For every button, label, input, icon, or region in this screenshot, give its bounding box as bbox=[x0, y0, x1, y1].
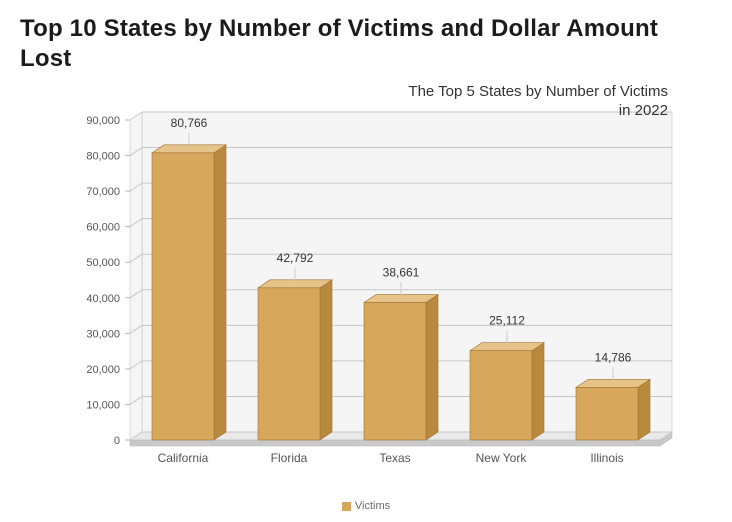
bar-value-label: 80,766 bbox=[171, 116, 208, 130]
y-tick-label: 50,000 bbox=[86, 257, 120, 269]
bar-top bbox=[576, 379, 650, 387]
category-label: Florida bbox=[271, 451, 308, 465]
y-tick-label: 80,000 bbox=[86, 151, 120, 163]
bar-side bbox=[320, 280, 332, 440]
page: Top 10 States by Number of Victims and D… bbox=[0, 0, 732, 522]
bar-front bbox=[258, 288, 320, 440]
y-tick-label: 20,000 bbox=[86, 364, 120, 376]
bar-side bbox=[214, 145, 226, 440]
bar-side bbox=[532, 343, 544, 440]
bar-top bbox=[258, 280, 332, 288]
legend-label: Victims bbox=[355, 500, 390, 512]
page-title: Top 10 States by Number of Victims and D… bbox=[20, 14, 712, 74]
bar-value-label: 14,786 bbox=[595, 350, 632, 364]
chart-subtitle-line2: in 2022 bbox=[619, 102, 668, 119]
chart-side-wall bbox=[130, 112, 142, 440]
y-tick-label: 40,000 bbox=[86, 293, 120, 305]
bar-side bbox=[638, 379, 650, 440]
bar-top bbox=[364, 295, 438, 303]
y-tick-label: 0 bbox=[114, 435, 120, 447]
y-tick-label: 60,000 bbox=[86, 222, 120, 234]
category-label: New York bbox=[476, 451, 528, 465]
bar-value-label: 42,792 bbox=[277, 251, 314, 265]
victims-bar-chart: 0 10,000 20,000 30,000 40,000 50,000 60,000 70,… bbox=[20, 80, 712, 510]
category-label: California bbox=[158, 451, 209, 465]
legend-swatch bbox=[342, 502, 351, 511]
bar-top bbox=[152, 145, 226, 153]
y-tick-label: 70,000 bbox=[86, 186, 120, 198]
y-tick-label: 30,000 bbox=[86, 328, 120, 340]
bar-side bbox=[426, 295, 438, 440]
category-label: Illinois bbox=[590, 451, 623, 465]
bar-front bbox=[364, 303, 426, 440]
bar-front bbox=[576, 387, 638, 440]
bar-value-label: 25,112 bbox=[489, 314, 525, 328]
bar-front bbox=[152, 153, 214, 440]
bar-value-label: 38,661 bbox=[383, 266, 420, 280]
chart-floor-front bbox=[130, 440, 660, 446]
y-tick-label: 90,000 bbox=[86, 115, 120, 127]
chart-subtitle-line1: The Top 5 States by Number of Victims bbox=[408, 83, 668, 100]
category-label: Texas bbox=[379, 451, 410, 465]
bar-top bbox=[470, 343, 544, 351]
bar-front bbox=[470, 351, 532, 440]
chart-legend: Victims bbox=[20, 500, 712, 512]
y-tick-label: 10,000 bbox=[86, 399, 120, 411]
chart-svg: 0 10,000 20,000 30,000 40,000 50,000 60,000 70,… bbox=[20, 80, 712, 490]
